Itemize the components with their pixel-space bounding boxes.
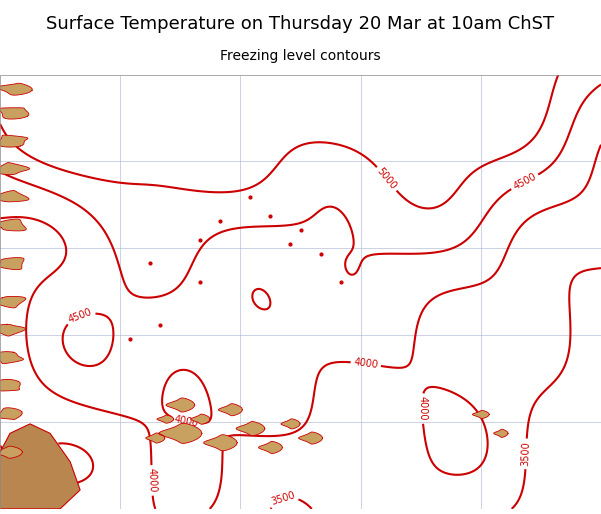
Polygon shape bbox=[281, 419, 300, 429]
Polygon shape bbox=[0, 408, 22, 419]
Text: 4000: 4000 bbox=[353, 357, 379, 371]
Text: 4500: 4500 bbox=[67, 307, 94, 325]
Text: 4000: 4000 bbox=[174, 414, 200, 429]
Text: 3500: 3500 bbox=[31, 438, 57, 458]
Polygon shape bbox=[0, 258, 24, 270]
Polygon shape bbox=[0, 379, 20, 391]
Text: 4500: 4500 bbox=[511, 172, 538, 192]
Polygon shape bbox=[0, 191, 29, 202]
Text: Surface Temperature on Thursday 20 Mar at 10am ChST: Surface Temperature on Thursday 20 Mar a… bbox=[46, 15, 555, 33]
Polygon shape bbox=[157, 415, 174, 423]
Polygon shape bbox=[146, 433, 165, 443]
Text: Freezing level contours: Freezing level contours bbox=[220, 48, 381, 63]
Polygon shape bbox=[0, 108, 29, 119]
Polygon shape bbox=[0, 446, 22, 458]
Polygon shape bbox=[0, 83, 32, 95]
Polygon shape bbox=[493, 429, 508, 437]
Polygon shape bbox=[219, 403, 242, 416]
Polygon shape bbox=[191, 414, 210, 424]
Polygon shape bbox=[166, 398, 195, 412]
Polygon shape bbox=[258, 442, 282, 453]
Polygon shape bbox=[472, 410, 489, 418]
Text: 4000: 4000 bbox=[417, 396, 427, 421]
Text: 5000: 5000 bbox=[375, 166, 398, 192]
Text: 3500: 3500 bbox=[270, 490, 297, 507]
Polygon shape bbox=[236, 421, 265, 436]
Text: 3500: 3500 bbox=[520, 442, 532, 466]
Polygon shape bbox=[0, 352, 23, 364]
Polygon shape bbox=[0, 219, 26, 231]
Polygon shape bbox=[159, 423, 202, 444]
Polygon shape bbox=[204, 435, 237, 451]
Polygon shape bbox=[299, 432, 323, 444]
Polygon shape bbox=[0, 135, 28, 147]
Polygon shape bbox=[0, 297, 26, 308]
Polygon shape bbox=[0, 324, 26, 336]
Text: 4000: 4000 bbox=[147, 468, 157, 493]
Polygon shape bbox=[0, 162, 29, 175]
Polygon shape bbox=[0, 424, 80, 509]
